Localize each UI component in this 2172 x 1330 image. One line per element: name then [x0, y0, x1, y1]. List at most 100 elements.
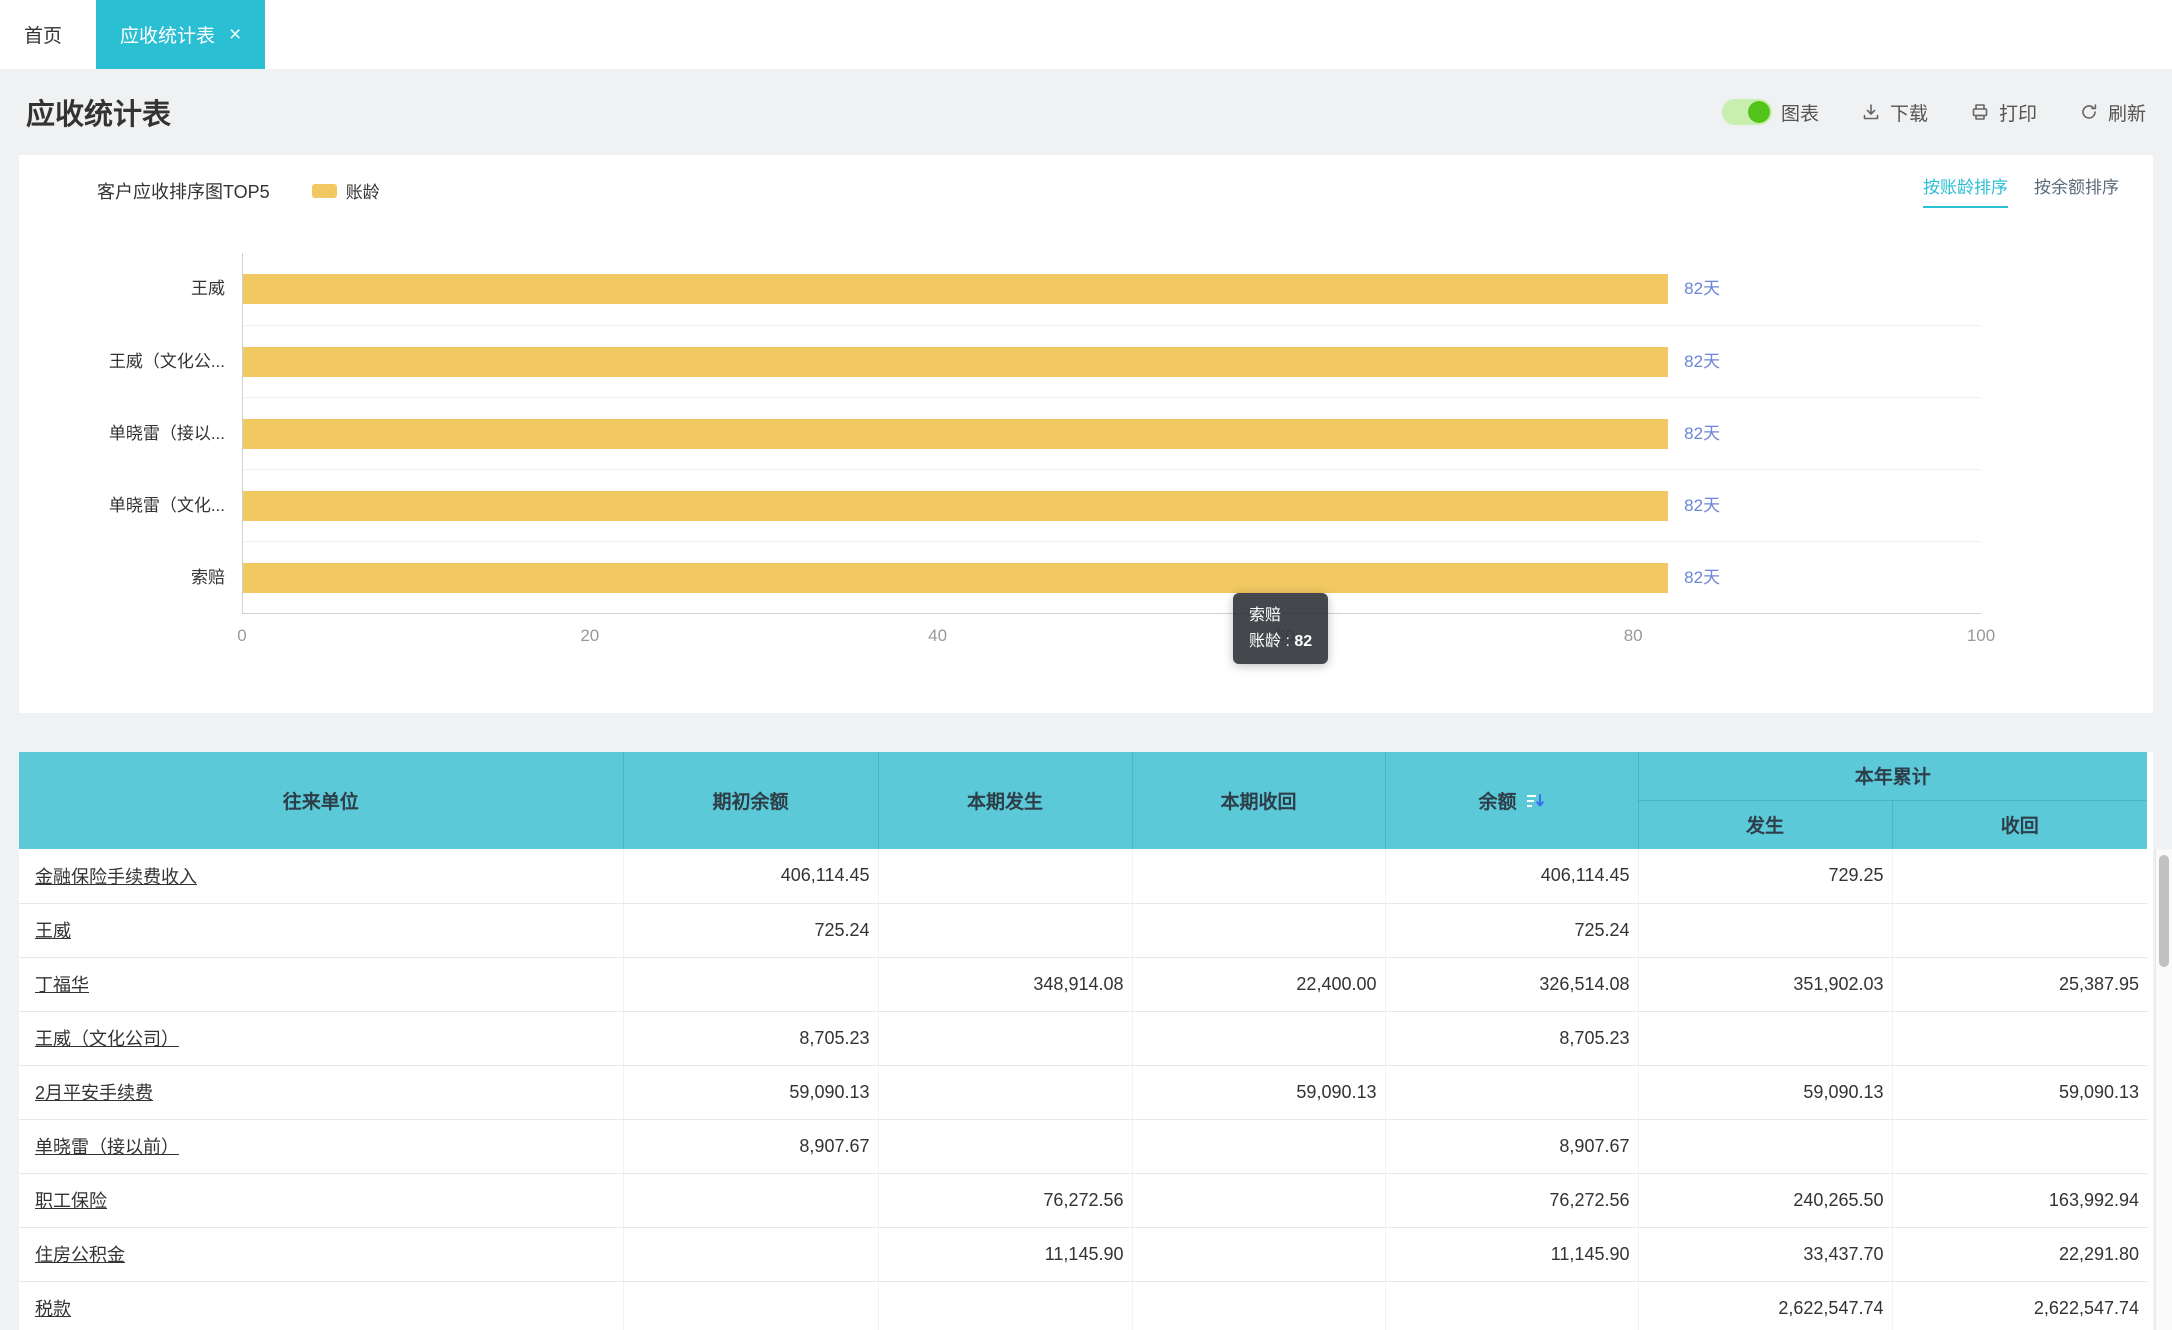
amount-cell: 406,114.45	[1385, 849, 1639, 904]
chart-category-label: 索赔	[191, 568, 225, 587]
chart-category-label: 单晓雷（文化...	[108, 496, 225, 515]
tab-receivable-stats[interactable]: 应收统计表 ×	[96, 0, 266, 69]
customer-cell: 税款	[19, 1281, 624, 1330]
amount-cell	[623, 1281, 879, 1330]
customer-link[interactable]: 住房公积金	[35, 1245, 125, 1265]
chart-header: 客户应收排序图TOP5 账龄 按账龄排序 按余额排序	[19, 155, 2153, 208]
chart-bar-value-label: 82天	[1684, 568, 1721, 587]
chart-bar-row: 索赔 82天	[191, 541, 1981, 613]
toggle-knob-icon	[1747, 101, 1770, 123]
customer-link[interactable]: 王威（文化公司）	[35, 1029, 179, 1049]
amount-cell	[623, 1227, 879, 1282]
amount-cell: 22,400.00	[1132, 957, 1386, 1012]
page-title: 应收统计表	[26, 99, 172, 131]
table-row: 职工保险 76,272.56 76,272.56 240,265.50 163,992.…	[19, 1173, 2148, 1228]
chart-bar-value-label: 82天	[1684, 424, 1721, 443]
amount-cell: 76,272.56	[878, 1173, 1133, 1228]
amount-cell	[1892, 1011, 2148, 1066]
chart-toggle-group: 图表	[1721, 99, 1819, 126]
customer-link[interactable]: 税款	[35, 1299, 71, 1319]
amount-cell	[1892, 1119, 2148, 1174]
amount-cell	[1892, 849, 2148, 904]
chart-bar-row: 王威 82天	[191, 253, 1981, 325]
col-header-balance[interactable]: 余额	[1385, 752, 1639, 849]
x-axis-tick: 80	[1623, 626, 1643, 645]
amount-cell	[1638, 1119, 1893, 1174]
customer-cell: 丁福华	[19, 957, 624, 1012]
table-row: 丁福华 348,914.08 22,400.00 326,514.08 351,902.…	[19, 957, 2148, 1012]
chart-x-axis: 020406080100	[237, 614, 1995, 658]
print-button[interactable]: 打印	[1970, 99, 2037, 126]
customer-link[interactable]: 金融保险手续费收入	[35, 866, 197, 887]
amount-cell: 59,090.13	[623, 1065, 879, 1120]
vertical-scrollbar[interactable]	[2155, 849, 2172, 1330]
customer-link[interactable]: 丁福华	[35, 975, 89, 995]
amount-cell: 2,622,547.74	[1638, 1281, 1893, 1330]
chart-sort-tabs: 按账龄排序 按余额排序	[1923, 173, 2133, 208]
col-header-opening-balance: 期初余额	[623, 752, 879, 849]
col-header-ytd-incurred: 发生	[1638, 799, 1893, 849]
sort-icon[interactable]	[1525, 791, 1545, 811]
x-axis-tick: 100	[1966, 626, 1996, 645]
download-button[interactable]: 下载	[1861, 99, 1928, 126]
tooltip-line: 账龄 : 82	[1249, 632, 1313, 650]
customer-cell: 王威	[19, 903, 624, 958]
download-label: 下载	[1889, 103, 1928, 125]
chart-card: 客户应收排序图TOP5 账龄 按账龄排序 按余额排序 王威 82天 王威（文化公..…	[19, 155, 2153, 713]
chart-bar-value-label: 82天	[1684, 496, 1721, 515]
chart-toggle-label: 图表	[1780, 103, 1819, 125]
table-body: 金融保险手续费收入 406,114.45 406,114.45 729.25 王威 725…	[19, 849, 2148, 1330]
amount-cell	[1132, 1173, 1386, 1228]
chart-bar[interactable]	[243, 419, 1669, 449]
chart-bar[interactable]	[243, 563, 1669, 593]
amount-cell	[1132, 1119, 1386, 1174]
sort-by-balance-tab[interactable]: 按余额排序	[2034, 178, 2119, 197]
refresh-button[interactable]: 刷新	[2079, 99, 2146, 126]
amount-cell: 59,090.13	[1132, 1065, 1386, 1120]
amount-cell	[1385, 1065, 1639, 1120]
customer-cell: 2月平安手续费	[19, 1065, 624, 1120]
amount-cell: 240,265.50	[1638, 1173, 1893, 1228]
amount-cell	[878, 1011, 1133, 1066]
customer-link[interactable]: 2月平安手续费	[35, 1083, 154, 1103]
chart-category-label: 王威	[191, 279, 225, 298]
chart-bar[interactable]	[243, 347, 1669, 377]
col-header-current-collected: 本期收回	[1132, 752, 1386, 849]
customer-link[interactable]: 单晓雷（接以前）	[35, 1137, 179, 1157]
customer-link[interactable]: 职工保险	[35, 1191, 107, 1211]
close-icon[interactable]: ×	[229, 23, 242, 46]
title-bar: 应收统计表 图表 下载 打印	[0, 69, 2172, 155]
tab-home[interactable]: 首页	[0, 0, 86, 69]
sort-by-aging-tab[interactable]: 按账龄排序	[1923, 173, 2008, 208]
amount-cell	[878, 903, 1133, 958]
table-row: 税款 2,622,547.74 2,622,547.74	[19, 1281, 2148, 1330]
chart-bar-row: 单晓雷（接以... 82天	[109, 397, 1981, 469]
amount-cell: 406,114.45	[623, 849, 879, 904]
amount-cell: 326,514.08	[1385, 957, 1639, 1012]
customer-cell: 住房公积金	[19, 1227, 624, 1282]
amount-cell	[1132, 1011, 1386, 1066]
amount-cell: 8,705.23	[623, 1011, 879, 1066]
x-axis-tick: 0	[237, 626, 247, 645]
tooltip-title: 索赔	[1249, 607, 1282, 624]
amount-cell: 725.24	[1385, 903, 1639, 958]
amount-cell: 59,090.13	[1638, 1065, 1893, 1120]
amount-cell	[623, 957, 879, 1012]
customer-link[interactable]: 王威	[35, 921, 71, 941]
chart-bar[interactable]	[243, 491, 1669, 521]
amount-cell: 2,622,547.74	[1892, 1281, 2148, 1330]
scrollbar-thumb[interactable]	[2159, 855, 2169, 967]
customer-cell: 金融保险手续费收入	[19, 849, 624, 904]
chart-category-label: 王威（文化公...	[108, 352, 225, 371]
amount-cell: 8,907.67	[623, 1119, 879, 1174]
chart-bar[interactable]	[243, 274, 1669, 304]
chart-legend[interactable]: 账龄	[311, 178, 380, 203]
refresh-icon	[2079, 102, 2099, 122]
amount-cell: 22,291.80	[1892, 1227, 2148, 1282]
x-axis-tick: 20	[580, 626, 600, 645]
chart-toggle[interactable]	[1721, 99, 1772, 125]
amount-cell	[1132, 1227, 1386, 1282]
amount-cell	[1132, 849, 1386, 904]
tab-receivable-label: 应收统计表	[120, 26, 216, 47]
tab-bar: 首页 应收统计表 ×	[0, 0, 2172, 69]
